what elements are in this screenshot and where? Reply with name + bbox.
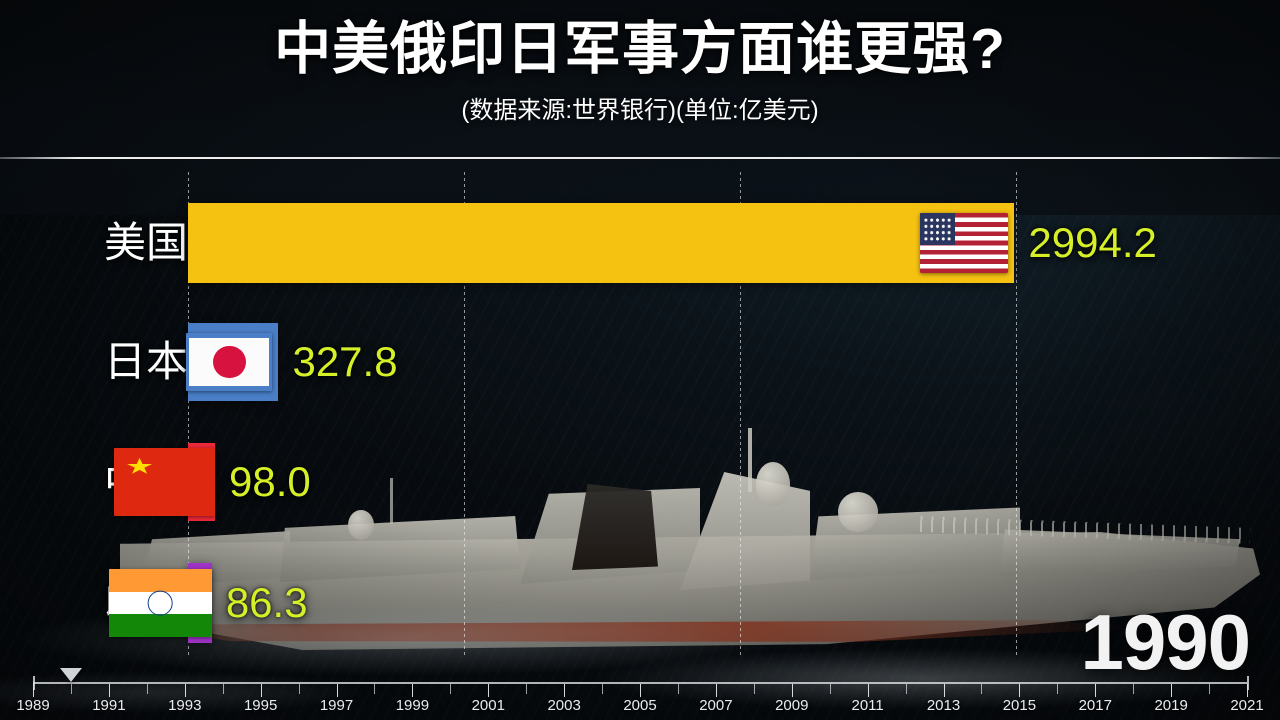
timeline-tick-2013 [943, 684, 945, 697]
bar-label-2: 日本 [103, 338, 188, 385]
bar-row[interactable]: 印度86.3 [0, 563, 1280, 643]
timeline-tick-1993 [184, 684, 186, 697]
timeline-tick-2005 [640, 684, 641, 697]
timeline-label-1995: 1995 [243, 697, 278, 714]
timeline-label-1993: 1993 [168, 697, 202, 714]
timeline-tick-2008 [753, 684, 755, 694]
timeline-handle[interactable] [59, 668, 82, 682]
timeline-tick-1990 [70, 684, 72, 694]
bar-row[interactable]: 日本 327.8 [0, 323, 1280, 401]
bar-3[interactable] [114, 443, 216, 521]
timeline-tick-1995 [260, 684, 262, 697]
bar-1[interactable] [188, 203, 1015, 283]
timeline-tick-2006 [677, 684, 679, 694]
timeline-tick-1989 [33, 684, 34, 697]
timeline-label-2019: 2019 [1154, 697, 1188, 714]
flag-china-icon [114, 448, 216, 516]
timeline-label-2021: 2021 [1230, 697, 1264, 714]
page-subtitle: (数据来源:世界银行)(单位:亿美元) [461, 97, 819, 124]
timeline-tick-1996 [298, 684, 300, 694]
flag-usa-icon [919, 213, 1009, 273]
bar-rows-container: 美国 2994.2 日本 327.8 中国98.0 印度86.3 [0, 158, 1280, 658]
timeline-label-2003: 2003 [547, 697, 581, 714]
bar-value-2: 327.8 [292, 338, 398, 385]
timeline-tick-2016 [1057, 684, 1059, 694]
gridline-3000 [1016, 172, 1017, 658]
bar-2[interactable] [185, 323, 279, 401]
flag-japan-icon [185, 333, 273, 391]
timeline-tick-1998 [374, 684, 376, 694]
timeline-label-2015: 2015 [1002, 697, 1037, 714]
timeline-tick-2001 [488, 684, 490, 697]
timeline-label-2001: 2001 [471, 697, 505, 714]
timeline-tick-2021 [1247, 684, 1248, 697]
timeline-tick-2004 [602, 684, 604, 694]
gridline-1000 [464, 172, 465, 658]
timeline-tick-2002 [526, 684, 528, 694]
timeline-label-2007: 2007 [699, 697, 733, 714]
timeline-tick-2015 [1019, 684, 1021, 697]
bar-chart-area: 美国 2994.2 日本 327.8 中国98.0 印度86.3 [0, 158, 1280, 670]
timeline-label-1989: 1989 [16, 697, 50, 714]
current-year-display: 1990 [1080, 598, 1251, 686]
timeline-tick-2019 [1171, 684, 1173, 697]
timeline-label-2009: 2009 [775, 697, 809, 714]
chart-header: 中美俄印日军事方面谁更强? (数据来源:世界银行)(单位:亿美元) [0, 0, 1280, 159]
bar-row[interactable]: 美国 2994.2 [0, 203, 1280, 283]
timeline-tick-2011 [867, 684, 869, 697]
bar-value-4: 86.3 [225, 579, 308, 626]
bar-4[interactable] [108, 563, 212, 643]
header-divider [0, 157, 1280, 159]
timeline-tick-2014 [981, 684, 983, 694]
gridline-0 [188, 172, 189, 658]
timeline-tick-2009 [791, 684, 793, 697]
timeline-track[interactable] [33, 682, 1247, 684]
timeline-tick-1991 [108, 684, 110, 697]
timeline-tick-1994 [222, 684, 224, 694]
bar-value-3: 98.0 [229, 458, 311, 505]
timeline-slider[interactable]: 1989 1991 1993 1995 1997 1999 2001 2003 2005 2007… [0, 668, 1280, 720]
timeline-tick-2017 [1095, 684, 1097, 697]
timeline-label-1999: 1999 [395, 697, 430, 714]
timeline-label-2005: 2005 [623, 697, 657, 714]
timeline-tick-1992 [146, 684, 148, 694]
timeline-tick-2000 [450, 684, 452, 694]
timeline-tick-2018 [1133, 684, 1135, 694]
flag-india-icon [108, 568, 212, 638]
page-title: 中美俄印日军事方面谁更强? [274, 17, 1006, 81]
chart-gridlines [0, 158, 1280, 658]
timeline-label-2013: 2013 [926, 697, 961, 714]
gridline-2000 [740, 172, 741, 658]
timeline-end-cap-right [1247, 676, 1249, 690]
timeline-end-cap-left [33, 676, 35, 690]
timeline-label-1991: 1991 [92, 697, 126, 714]
timeline-label-2011: 2011 [851, 697, 884, 714]
bar-value-1: 2994.2 [1028, 219, 1157, 266]
timeline-tick-2012 [905, 684, 907, 694]
timeline-label-2017: 2017 [1078, 697, 1112, 714]
bar-label-1: 美国 [103, 219, 188, 266]
timeline-tick-2003 [564, 684, 566, 697]
bar-row[interactable]: 中国98.0 [0, 443, 1280, 521]
timeline-tick-2010 [829, 684, 831, 694]
timeline-tick-2007 [715, 684, 717, 697]
timeline-tick-2020 [1209, 684, 1211, 694]
timeline-label-1997: 1997 [319, 697, 354, 714]
timeline-tick-1999 [412, 684, 414, 697]
timeline-tick-1997 [336, 684, 338, 697]
